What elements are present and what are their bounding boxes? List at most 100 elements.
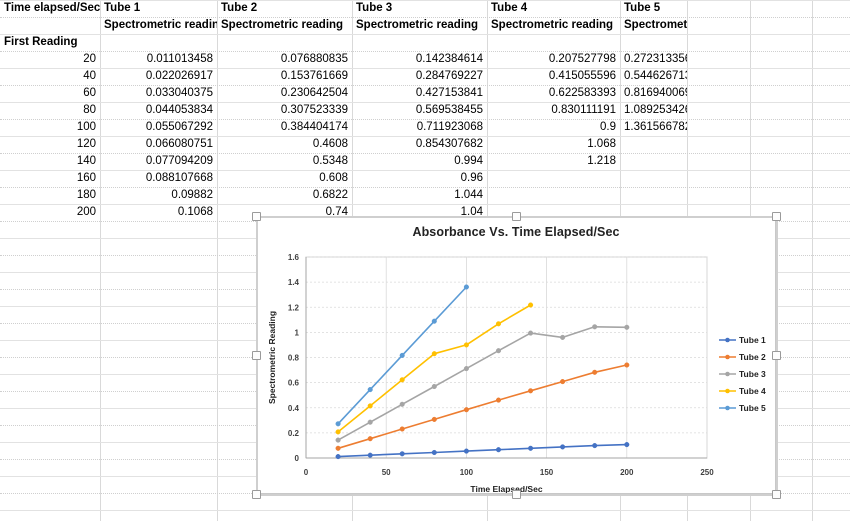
data-cell-r3-c1[interactable]: 0.044053834	[145, 104, 213, 116]
data-cell-r0-c0[interactable]: 20	[83, 53, 96, 65]
data-cell-r3-c0[interactable]: 80	[83, 104, 96, 116]
data-point-tube-3	[431, 383, 437, 390]
handle-bottom-left[interactable]	[252, 490, 261, 499]
data-cell-r1-c3[interactable]: 0.284769227	[415, 70, 483, 82]
data-cell-r4-c3[interactable]: 0.711923068	[416, 121, 483, 133]
data-cell-r1-c5[interactable]: 0.544626713	[624, 70, 687, 82]
header-cell-tube-4[interactable]: Tube 4	[491, 2, 528, 14]
data-cell-r3-c5[interactable]: 1.089253426	[624, 104, 687, 116]
handle-middle-left[interactable]	[252, 351, 261, 360]
data-cell-r5-c0[interactable]: 120	[76, 138, 96, 150]
data-cell-r2-c4[interactable]: 0.622583393	[548, 87, 616, 99]
data-cell-r3-c4[interactable]: 0.830111191	[551, 104, 616, 116]
embedded-chart[interactable]: Absorbance Vs. Time Elapsed/Sec 0 0.2 0.4 0…	[256, 216, 776, 494]
handle-top-left[interactable]	[252, 212, 261, 221]
data-cell-r9-c0[interactable]: 200	[76, 206, 96, 218]
x-tick-label: 100	[460, 468, 474, 477]
x-tick-label: 200	[620, 468, 634, 477]
y-tick-label: 1	[295, 328, 300, 337]
header-cell-tube-2[interactable]: Tube 2	[221, 2, 258, 14]
data-cell-r4-c0[interactable]: 100	[76, 121, 96, 133]
data-cell-r8-c3[interactable]: 1.044	[454, 189, 483, 201]
row-divider	[0, 85, 850, 86]
series-line-tube-1	[337, 443, 628, 458]
section-label-cell[interactable]: First Reading	[4, 36, 78, 48]
data-cell-r7-c2[interactable]: 0.608	[319, 172, 348, 184]
y-tick-label: 0.2	[288, 429, 300, 438]
data-cell-r6-c4[interactable]: 1.218	[587, 155, 616, 167]
data-cell-r6-c0[interactable]: 140	[76, 155, 96, 167]
data-cell-r9-c2[interactable]: 0.74	[325, 206, 348, 218]
header-cell-tube-1[interactable]: Tube 1	[104, 2, 141, 14]
data-cell-r8-c0[interactable]: 180	[76, 189, 96, 201]
data-cell-r4-c1[interactable]: 0.055067292	[145, 121, 213, 133]
data-cell-r7-c0[interactable]: 160	[76, 172, 96, 184]
x-tick-label: 0	[304, 468, 309, 477]
header-cell-reading-3[interactable]: Spectrometric reading	[356, 19, 479, 31]
data-cell-r2-c2[interactable]: 0.230642504	[280, 87, 348, 99]
data-cell-r7-c1[interactable]: 0.088107668	[145, 172, 213, 184]
data-cell-r0-c2[interactable]: 0.076880835	[280, 53, 348, 65]
data-cell-r4-c5[interactable]: 1.361566782	[624, 121, 687, 133]
data-cell-r0-c5[interactable]: 0.272313356	[624, 53, 687, 65]
data-cell-r9-c3[interactable]: 1.04	[460, 206, 483, 218]
data-point-tube-4	[399, 377, 405, 383]
data-cell-r1-c4[interactable]: 0.415055596	[548, 70, 616, 82]
data-point-tube-2	[560, 379, 566, 385]
data-cell-r6-c3[interactable]: 0.994	[454, 155, 483, 167]
y-tick-label: 0.8	[288, 354, 300, 363]
data-cell-r7-c3[interactable]: 0.96	[460, 172, 483, 184]
data-cell-r5-c3[interactable]: 0.854307682	[415, 138, 483, 150]
header-cell-reading-5[interactable]: Spectrometric reading	[624, 19, 687, 31]
data-point-tube-1	[463, 448, 469, 454]
data-cell-r6-c1[interactable]: 0.077094209	[145, 155, 213, 167]
row-divider	[0, 119, 850, 120]
legend-label-tube-1[interactable]: Tube 1	[739, 335, 766, 345]
header-cell-reading-2[interactable]: Spectrometric reading	[221, 19, 344, 31]
row-divider	[0, 204, 850, 205]
handle-top-right[interactable]	[772, 212, 781, 221]
data-cell-r0-c1[interactable]: 0.011013458	[146, 53, 213, 65]
data-cell-r2-c5[interactable]: 0.816940069	[624, 87, 687, 99]
data-cell-r8-c2[interactable]: 0.6822	[312, 189, 348, 201]
header-cell-reading-4[interactable]: Spectrometric reading	[491, 19, 614, 31]
data-cell-r0-c3[interactable]: 0.142384614	[415, 53, 483, 65]
data-cell-r6-c2[interactable]: 0.5348	[312, 155, 348, 167]
handle-top-center[interactable]	[512, 212, 521, 221]
data-cell-r0-c4[interactable]: 0.207527798	[548, 53, 616, 65]
data-cell-r2-c1[interactable]: 0.033040375	[145, 87, 213, 99]
handle-bottom-center[interactable]	[512, 490, 521, 499]
data-cell-r1-c1[interactable]: 0.022026917	[145, 70, 213, 82]
header-cell-tube-0[interactable]: Time elapsed/Sec	[4, 2, 100, 14]
data-cell-r1-c0[interactable]: 40	[83, 70, 96, 82]
data-point-tube-2	[592, 369, 598, 375]
handle-middle-right[interactable]	[772, 351, 781, 360]
series-line-tube-2	[337, 364, 628, 450]
data-cell-r5-c1[interactable]: 0.066080751	[145, 138, 213, 150]
legend-label-tube-5[interactable]: Tube 5	[739, 403, 766, 413]
data-cell-r3-c3[interactable]: 0.569538455	[415, 104, 483, 116]
handle-bottom-right[interactable]	[772, 490, 781, 499]
header-cell-tube-5[interactable]: Tube 5	[624, 2, 661, 14]
data-cell-r4-c2[interactable]: 0.384404174	[280, 121, 348, 133]
data-cell-r4-c4[interactable]: 0.9	[600, 121, 616, 133]
data-cell-r9-c1[interactable]: 0.1068	[177, 206, 213, 218]
data-cell-r2-c3[interactable]: 0.427153841	[415, 87, 483, 99]
legend-label-tube-4[interactable]: Tube 4	[739, 386, 766, 396]
header-cell-reading-1[interactable]: Spectrometric reading	[104, 19, 217, 31]
data-cell-r5-c2[interactable]: 0.4608	[312, 138, 348, 150]
data-cell-r3-c2[interactable]: 0.307523339	[280, 104, 348, 116]
legend-label-tube-2[interactable]: Tube 2	[739, 352, 766, 362]
data-cell-r1-c2[interactable]: 0.153761669	[280, 70, 348, 82]
row-divider	[0, 51, 850, 52]
legend-label-tube-3[interactable]: Tube 3	[739, 369, 766, 379]
data-point-tube-1	[560, 444, 566, 450]
data-cell-r5-c4[interactable]: 1.068	[587, 138, 616, 150]
data-cell-r2-c0[interactable]: 60	[83, 87, 96, 99]
header-cell-tube-3[interactable]: Tube 3	[356, 2, 393, 14]
data-cell-r8-c1[interactable]: 0.09882	[171, 189, 213, 201]
y-tick-label: 0.4	[288, 404, 300, 413]
legend-marker-tube-3	[725, 371, 730, 377]
data-point-tube-4	[463, 342, 469, 348]
